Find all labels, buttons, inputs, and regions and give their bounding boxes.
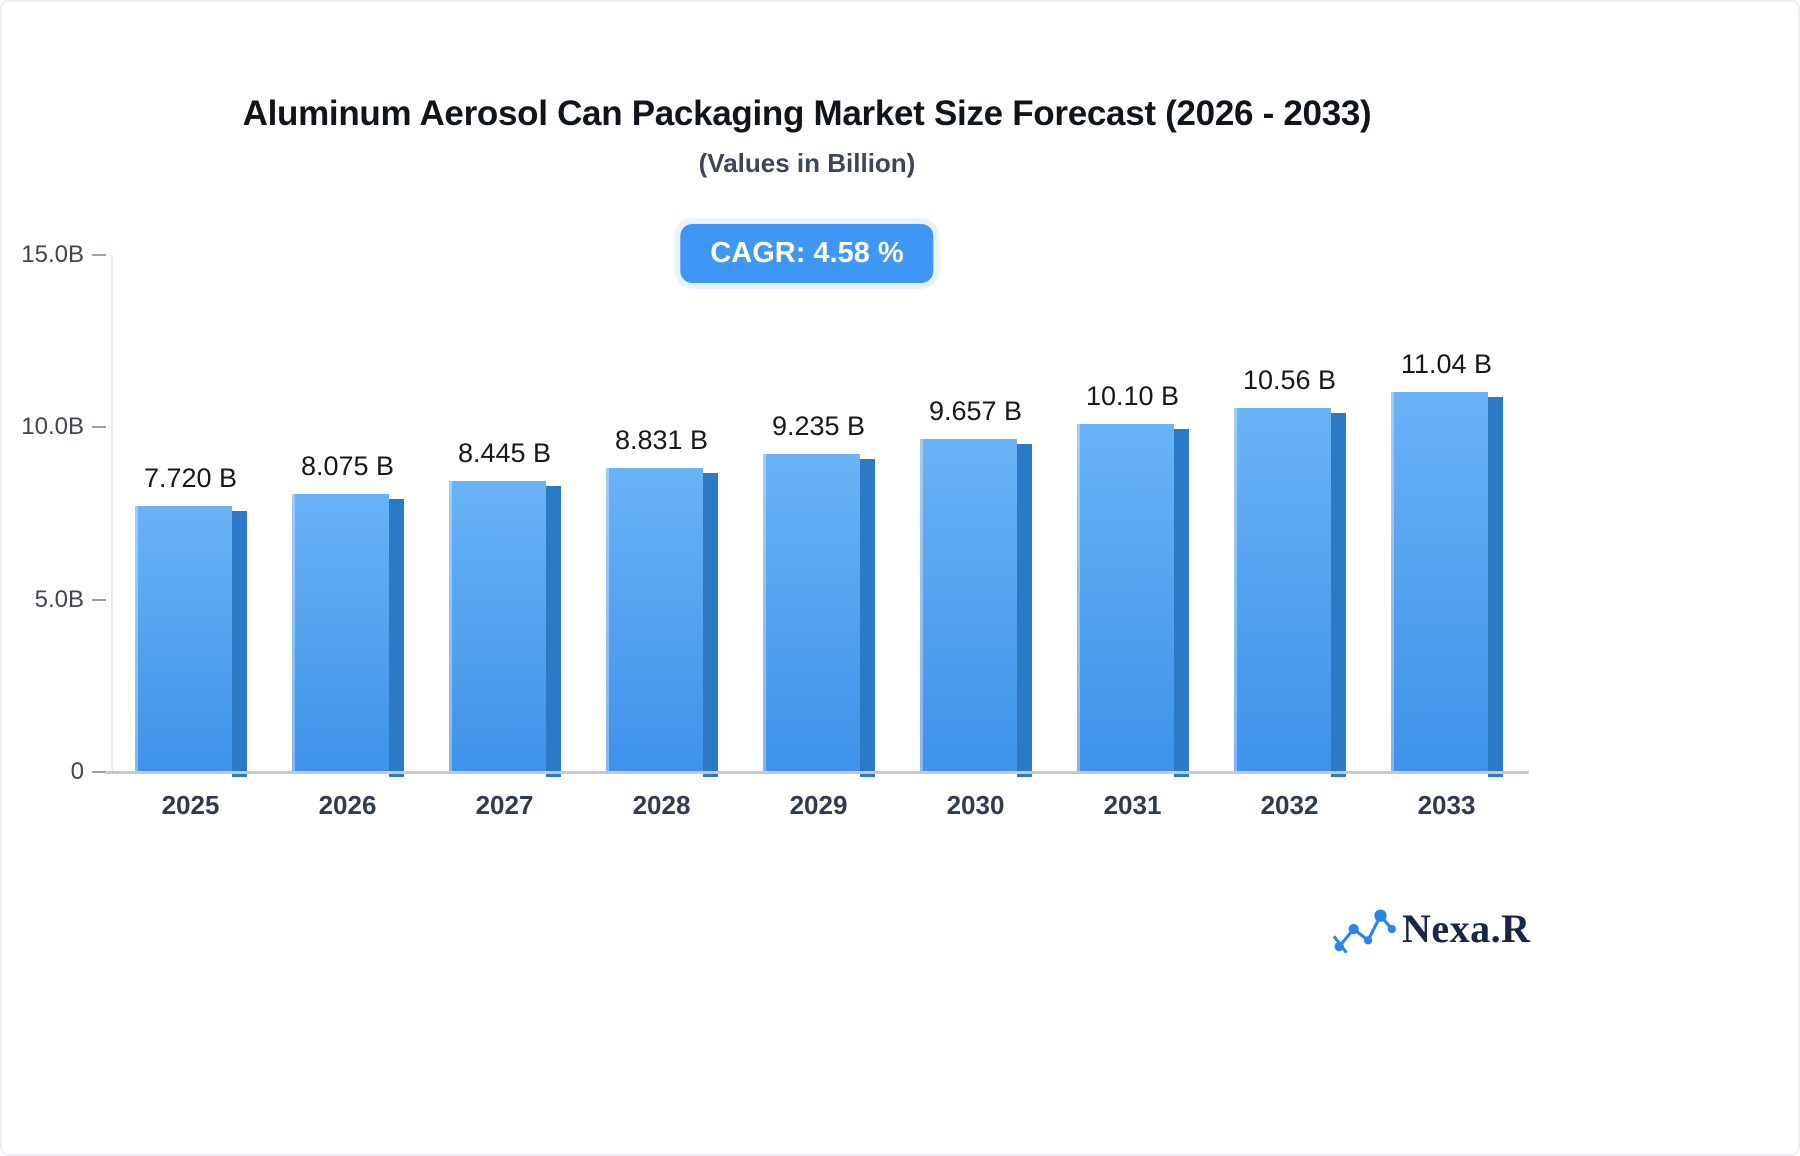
nexar-logo-icon xyxy=(1332,909,1396,954)
bar-group-2029: 9.235 B 2029 xyxy=(740,255,897,820)
y-tick-label: 5.0B xyxy=(34,585,84,613)
bar-front-face xyxy=(134,505,232,772)
bar-front-face xyxy=(762,453,860,772)
bar-front-face xyxy=(605,467,703,772)
brand-logo: Nexa.R xyxy=(1332,895,1531,961)
bar-value-label: 8.075 B xyxy=(300,450,395,481)
x-axis-baseline xyxy=(105,771,1529,774)
bar: 9.235 B xyxy=(762,411,875,777)
x-axis-label: 2029 xyxy=(789,790,848,820)
bar-side-face xyxy=(545,485,561,777)
y-tick-mark xyxy=(92,771,106,773)
bar-value-label: 8.831 B xyxy=(614,424,709,455)
bar-group-2026: 8.075 B 2026 xyxy=(269,255,426,820)
x-axis-label: 2031 xyxy=(1103,790,1162,820)
bar-value-label: 10.56 B xyxy=(1242,365,1337,396)
bar-front-face xyxy=(448,480,546,772)
bar-side-face xyxy=(1330,413,1346,777)
bar-side-face xyxy=(1016,444,1032,777)
y-tick-label: 0 xyxy=(70,758,84,785)
bar-front-face xyxy=(1076,423,1174,772)
bar-group-2031: 10.10 B 2031 xyxy=(1054,255,1211,820)
x-axis-label: 2032 xyxy=(1260,790,1319,820)
bar-value-label: 10.10 B xyxy=(1085,380,1180,411)
bar-value-label: 9.657 B xyxy=(928,396,1023,427)
plot-area: 7.720 B 2025 8.075 B 2026 8.445 B 2027 8.831 B… xyxy=(112,255,1525,820)
bar-front-face xyxy=(919,439,1017,772)
x-axis-label: 2026 xyxy=(318,790,377,820)
bar: 8.831 B xyxy=(605,425,718,777)
bar-group-2033: 11.04 B 2033 xyxy=(1368,255,1525,820)
bar: 7.720 B xyxy=(134,463,247,777)
bar-side-face xyxy=(388,498,404,777)
y-tick-mark xyxy=(92,254,106,256)
y-tick-label: 15.0B xyxy=(21,241,84,268)
bar-side-face xyxy=(1173,428,1189,777)
bar-side-face xyxy=(702,472,718,777)
bar-group-2028: 8.831 B 2028 xyxy=(583,255,740,820)
x-axis-label: 2027 xyxy=(475,790,534,820)
chart-subtitle: (Values in Billion) xyxy=(698,148,916,178)
chart-title: Aluminum Aerosol Can Packaging Market Si… xyxy=(242,94,1372,133)
bar-group-2025: 7.720 B 2025 xyxy=(112,255,269,820)
bar-group-2030: 9.657 B 2030 xyxy=(897,255,1054,820)
bar-group-2032: 10.56 B 2032 xyxy=(1211,255,1368,820)
y-tick-label: 10.0B xyxy=(21,413,84,441)
x-axis-label: 2030 xyxy=(946,790,1005,820)
bar: 10.10 B xyxy=(1076,381,1189,777)
bar-front-face xyxy=(1233,408,1331,772)
x-axis-label: 2025 xyxy=(161,790,220,820)
chart-header: Aluminum Aerosol Can Packaging Market Si… xyxy=(2,2,1612,179)
x-axis-label: 2028 xyxy=(632,790,691,820)
bar-value-label: 8.445 B xyxy=(457,437,552,468)
bar-value-label: 9.235 B xyxy=(771,410,866,441)
bar-front-face xyxy=(1390,391,1488,772)
bar-value-label: 11.04 B xyxy=(1400,348,1493,379)
y-tick-mark xyxy=(92,598,106,601)
bar-value-label: 7.720 B xyxy=(143,462,238,493)
bar: 10.56 B xyxy=(1233,365,1346,777)
bar-side-face xyxy=(1487,396,1503,777)
bar: 9.657 B xyxy=(919,396,1032,777)
brand-logo-text: Nexa.R xyxy=(1402,905,1531,951)
y-tick-mark xyxy=(92,426,106,429)
bar: 8.075 B xyxy=(291,451,404,777)
bar-side-face xyxy=(859,458,875,777)
bar-front-face xyxy=(291,493,389,772)
bar-group-2027: 8.445 B 2027 xyxy=(426,255,583,820)
bar: 8.445 B xyxy=(448,438,561,777)
cagr-badge: CAGR: 4.58 % xyxy=(680,224,934,283)
x-axis-label: 2033 xyxy=(1417,790,1476,820)
y-axis-line xyxy=(111,255,113,772)
bar-side-face xyxy=(231,510,247,777)
bar: 11.04 B xyxy=(1390,349,1503,777)
